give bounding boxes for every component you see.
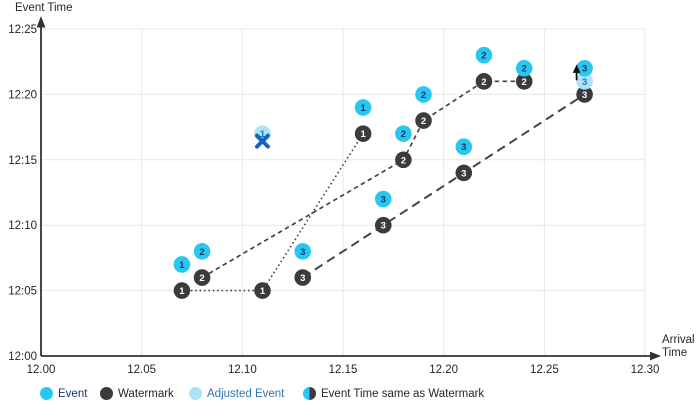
watermark-marker-number: 1 (179, 286, 185, 297)
event-marker-number: 2 (401, 129, 406, 140)
event-marker (475, 46, 493, 64)
dropped-event-x-icon (254, 133, 270, 149)
watermark-marker (254, 282, 271, 299)
watermark-marker (395, 151, 412, 169)
x-tick-label: 12.20 (429, 364, 458, 376)
event-marker (354, 99, 372, 116)
event-marker-number: 1 (360, 103, 366, 114)
watermark-line-substream-2 (201, 80, 525, 279)
watermark-marker-number: 1 (260, 286, 266, 297)
legend-item-label: Adjusted Event (207, 387, 285, 400)
watermark-marker-number: 3 (582, 90, 587, 101)
legend-item-label: Watermark (118, 387, 174, 400)
watermark-marker-number: 3 (381, 221, 386, 232)
x-tick-label: 12.10 (228, 364, 257, 376)
adjusted-event-marker (576, 73, 593, 90)
x-axis-title: Arrival Time (662, 334, 695, 359)
legend-item-adjusted-event: Adjusted Event (189, 386, 284, 401)
watermark-marker-number: 2 (522, 77, 527, 88)
x-axis-title-line1: Arrival (662, 334, 695, 346)
x-tick-label: 12.05 (127, 364, 156, 376)
watermark-marker-number: 2 (199, 273, 204, 284)
y-tick-label: 12:05 (8, 286, 37, 298)
x-tick-label: 12.00 (27, 364, 56, 376)
event-marker-number: 2 (522, 64, 527, 75)
watermark-marker-number: 2 (481, 77, 486, 88)
event-marker-number: 3 (461, 142, 466, 153)
watermark-marker (515, 73, 533, 90)
event-marker (455, 138, 473, 156)
x-axis-arrow-icon (650, 351, 661, 361)
event-marker-number: 2 (481, 51, 486, 62)
watermark-marker (475, 73, 493, 90)
watermark-line-substream-3 (302, 93, 586, 279)
y-axis-title: Event Time (15, 2, 73, 14)
event-marker-number: 1 (179, 260, 185, 271)
legend-item-event: Event (40, 386, 87, 401)
watermark-marker-number: 3 (300, 273, 305, 284)
watermark-line-substream-1 (181, 133, 364, 292)
watermark-marker-number: 2 (421, 116, 426, 127)
watermark-marker-number: 1 (360, 129, 366, 140)
watermark-marker (374, 216, 392, 234)
event-marker-number: 3 (300, 247, 305, 258)
event-marker-number: 3 (582, 64, 587, 75)
event-marker (576, 59, 593, 77)
legend-item-label: Event Time same as Watermark (321, 387, 485, 400)
watermark-marker (193, 269, 211, 286)
adjusted-event-marker-number: 3 (582, 77, 587, 88)
event-marker (395, 125, 412, 142)
event-marker (173, 256, 191, 273)
y-tick-label: 12:10 (8, 220, 37, 232)
legend-item-event-time-same-as-watermark: Event Time same as Watermark (303, 386, 484, 401)
x-axis-title-line2: Time (662, 346, 688, 359)
event-marker-number: 2 (421, 90, 426, 101)
y-tick-label: 12:20 (8, 89, 37, 101)
x-tick-label: 12.15 (329, 364, 358, 376)
watermark-marker-number: 3 (461, 168, 466, 179)
y-tick-label: 12:25 (8, 24, 37, 36)
event-marker (294, 243, 312, 260)
watermark-marker (173, 282, 191, 299)
watermark-marker (455, 164, 473, 182)
y-tick-label: 12:00 (8, 351, 37, 363)
watermark-marker-number: 2 (401, 155, 406, 166)
watermark-marker (576, 86, 593, 103)
watermark-marker (354, 125, 372, 142)
watermark-marker (294, 269, 312, 286)
watermark-swatch-icon (100, 387, 113, 400)
x-tick-label: 12.25 (530, 364, 559, 376)
legend-item-watermark: Watermark (100, 386, 174, 401)
event-marker (515, 59, 533, 77)
event-swatch-icon (40, 387, 53, 400)
event-marker-number: 3 (381, 195, 386, 206)
y-tick-label: 12:15 (8, 155, 37, 167)
event-marker-number: 2 (199, 247, 204, 258)
y-axis-arrow-icon (36, 16, 46, 28)
legend: Event Watermark Adjusted Event Event Tim… (0, 386, 696, 403)
adjusted-event-marker-number: 1 (260, 129, 266, 140)
watermark-marker (415, 112, 432, 129)
event-marker (415, 86, 432, 103)
event-marker (193, 243, 211, 260)
legend-item-label: Event (58, 387, 88, 400)
adjusted-up-arrow-icon (572, 64, 581, 73)
x-tick-label: 12.30 (631, 364, 660, 376)
adjusted-event-swatch-icon (189, 387, 202, 400)
half-event-half-watermark-swatch-icon (303, 387, 316, 400)
event-marker (374, 190, 392, 208)
